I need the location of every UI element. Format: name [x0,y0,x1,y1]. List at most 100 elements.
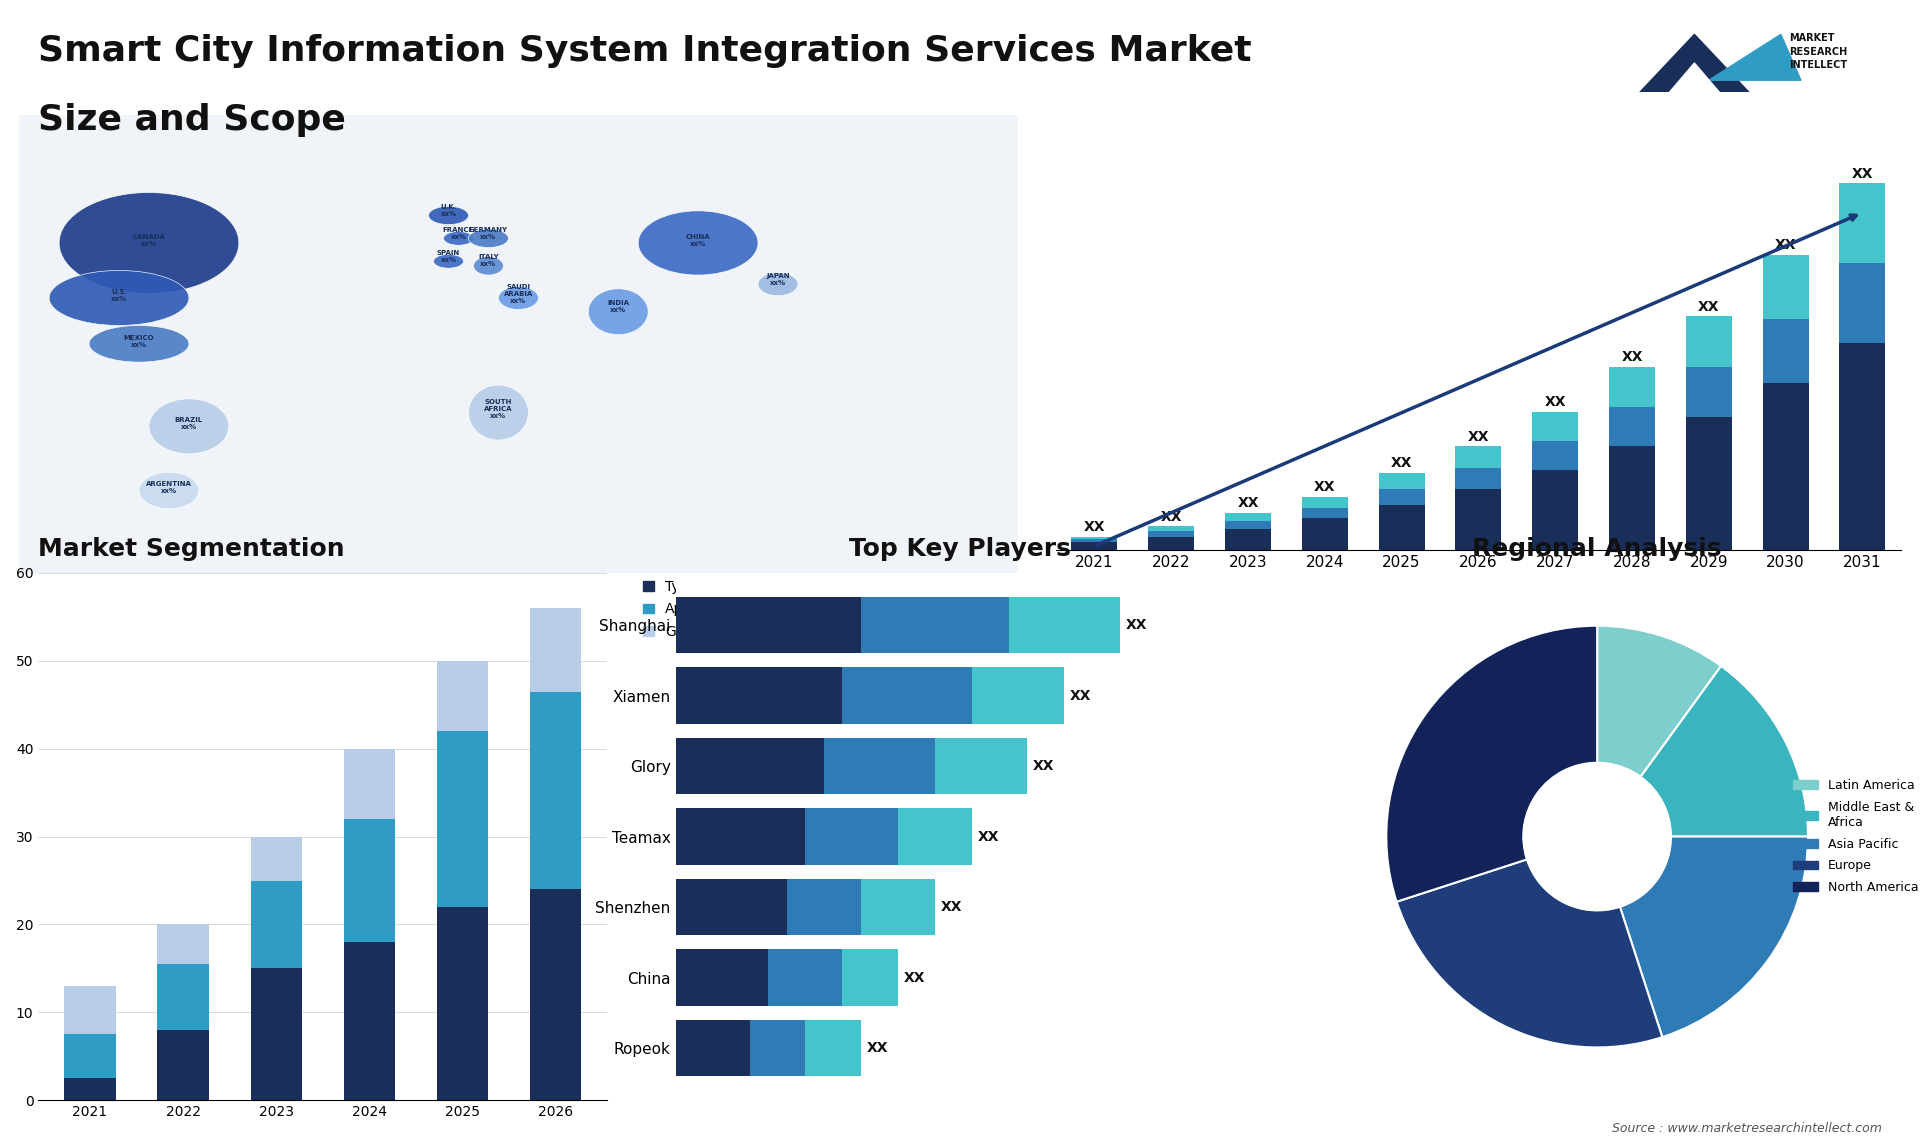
Text: XX: XX [902,971,925,984]
Text: XX: XX [977,830,998,843]
Ellipse shape [150,399,228,454]
Bar [1148,536,1194,550]
Wedge shape [1386,626,1597,902]
Bar [1008,597,1119,653]
Text: XX: XX [1851,166,1874,181]
Ellipse shape [588,289,649,335]
Text: MARKET
RESEARCH
INTELLECT: MARKET RESEARCH INTELLECT [1789,33,1847,70]
Bar [252,837,301,880]
Text: XX: XX [1313,480,1336,494]
Text: U.S.
xx%: U.S. xx% [111,289,127,301]
Text: Smart City Information System Integration Services Market: Smart City Information System Integratio… [38,34,1252,69]
Wedge shape [1597,626,1720,777]
Text: Size and Scope: Size and Scope [38,103,346,138]
Ellipse shape [138,472,200,509]
Bar [1225,528,1271,550]
Text: XX: XX [1774,238,1797,252]
Wedge shape [1640,666,1809,837]
Legend: Type, Application, Geography: Type, Application, Geography [643,580,743,638]
Bar [972,667,1064,724]
Text: JAPAN
xx%: JAPAN xx% [766,273,789,285]
Bar [676,667,843,724]
Bar [1455,447,1501,468]
Bar [676,1020,749,1076]
Ellipse shape [444,231,474,245]
Bar [676,879,787,935]
Ellipse shape [637,211,758,275]
Text: ITALY
xx%: ITALY xx% [478,254,499,267]
Bar [1302,497,1348,508]
Bar [344,819,396,942]
Bar [1763,256,1809,319]
Bar [860,879,935,935]
Bar [1609,447,1655,550]
Bar [1532,470,1578,550]
Bar [252,968,301,1100]
Text: ARGENTINA
xx%: ARGENTINA xx% [146,481,192,494]
Bar [1686,417,1732,550]
Bar [899,808,972,865]
Text: XX: XX [1033,759,1054,774]
Text: XX: XX [1236,496,1260,510]
Bar [1763,319,1809,383]
Bar [344,748,396,819]
Bar [530,609,582,691]
Text: XX: XX [1620,350,1644,364]
Bar [63,1034,115,1078]
FancyBboxPatch shape [19,115,1018,573]
Bar [63,1078,115,1100]
Text: XX: XX [941,900,962,915]
Ellipse shape [88,325,188,362]
Bar [843,667,972,724]
Wedge shape [1396,860,1663,1047]
Bar [1302,508,1348,518]
Text: XX: XX [1125,618,1146,633]
Text: XX: XX [1160,510,1183,524]
Ellipse shape [468,385,528,440]
Bar [1532,411,1578,441]
Text: SOUTH
AFRICA
xx%: SOUTH AFRICA xx% [484,399,513,418]
Bar [1686,367,1732,417]
Text: XX: XX [1083,520,1106,534]
Bar [676,949,768,1006]
Text: FRANCE
xx%: FRANCE xx% [444,227,474,240]
Bar [787,879,860,935]
Ellipse shape [499,286,538,309]
Wedge shape [1620,837,1809,1037]
Text: SAUDI
ARABIA
xx%: SAUDI ARABIA xx% [503,284,534,304]
Bar [438,731,488,906]
Bar [252,880,301,968]
Text: MEXICO
xx%: MEXICO xx% [123,335,154,347]
Bar [63,986,115,1034]
Bar [935,738,1027,794]
Bar [1455,468,1501,489]
Bar [1225,520,1271,528]
Text: Source : www.marketresearchintellect.com: Source : www.marketresearchintellect.com [1611,1122,1882,1135]
Text: XX: XX [1697,299,1720,314]
Bar [157,925,209,964]
Text: XX: XX [1069,689,1091,702]
Bar [1839,183,1885,264]
Polygon shape [1709,34,1801,80]
Bar [438,906,488,1100]
Text: CHINA
xx%: CHINA xx% [685,234,710,246]
Bar [530,889,582,1100]
Bar [1839,343,1885,550]
Bar [676,808,804,865]
Bar [1455,489,1501,550]
Bar [1686,316,1732,367]
Bar [860,597,1008,653]
Ellipse shape [474,257,503,275]
Bar [157,964,209,1030]
Bar [804,1020,860,1076]
Legend: Latin America, Middle East &
Africa, Asia Pacific, Europe, North America: Latin America, Middle East & Africa, Asi… [1788,774,1920,900]
Bar [1148,526,1194,532]
Bar [1071,536,1117,540]
Text: XX: XX [1390,456,1413,470]
Bar [1225,513,1271,520]
Bar [1839,264,1885,343]
Bar [1302,518,1348,550]
Bar [749,1020,804,1076]
Title: Regional Analysis: Regional Analysis [1473,537,1722,562]
Bar [1379,505,1425,550]
